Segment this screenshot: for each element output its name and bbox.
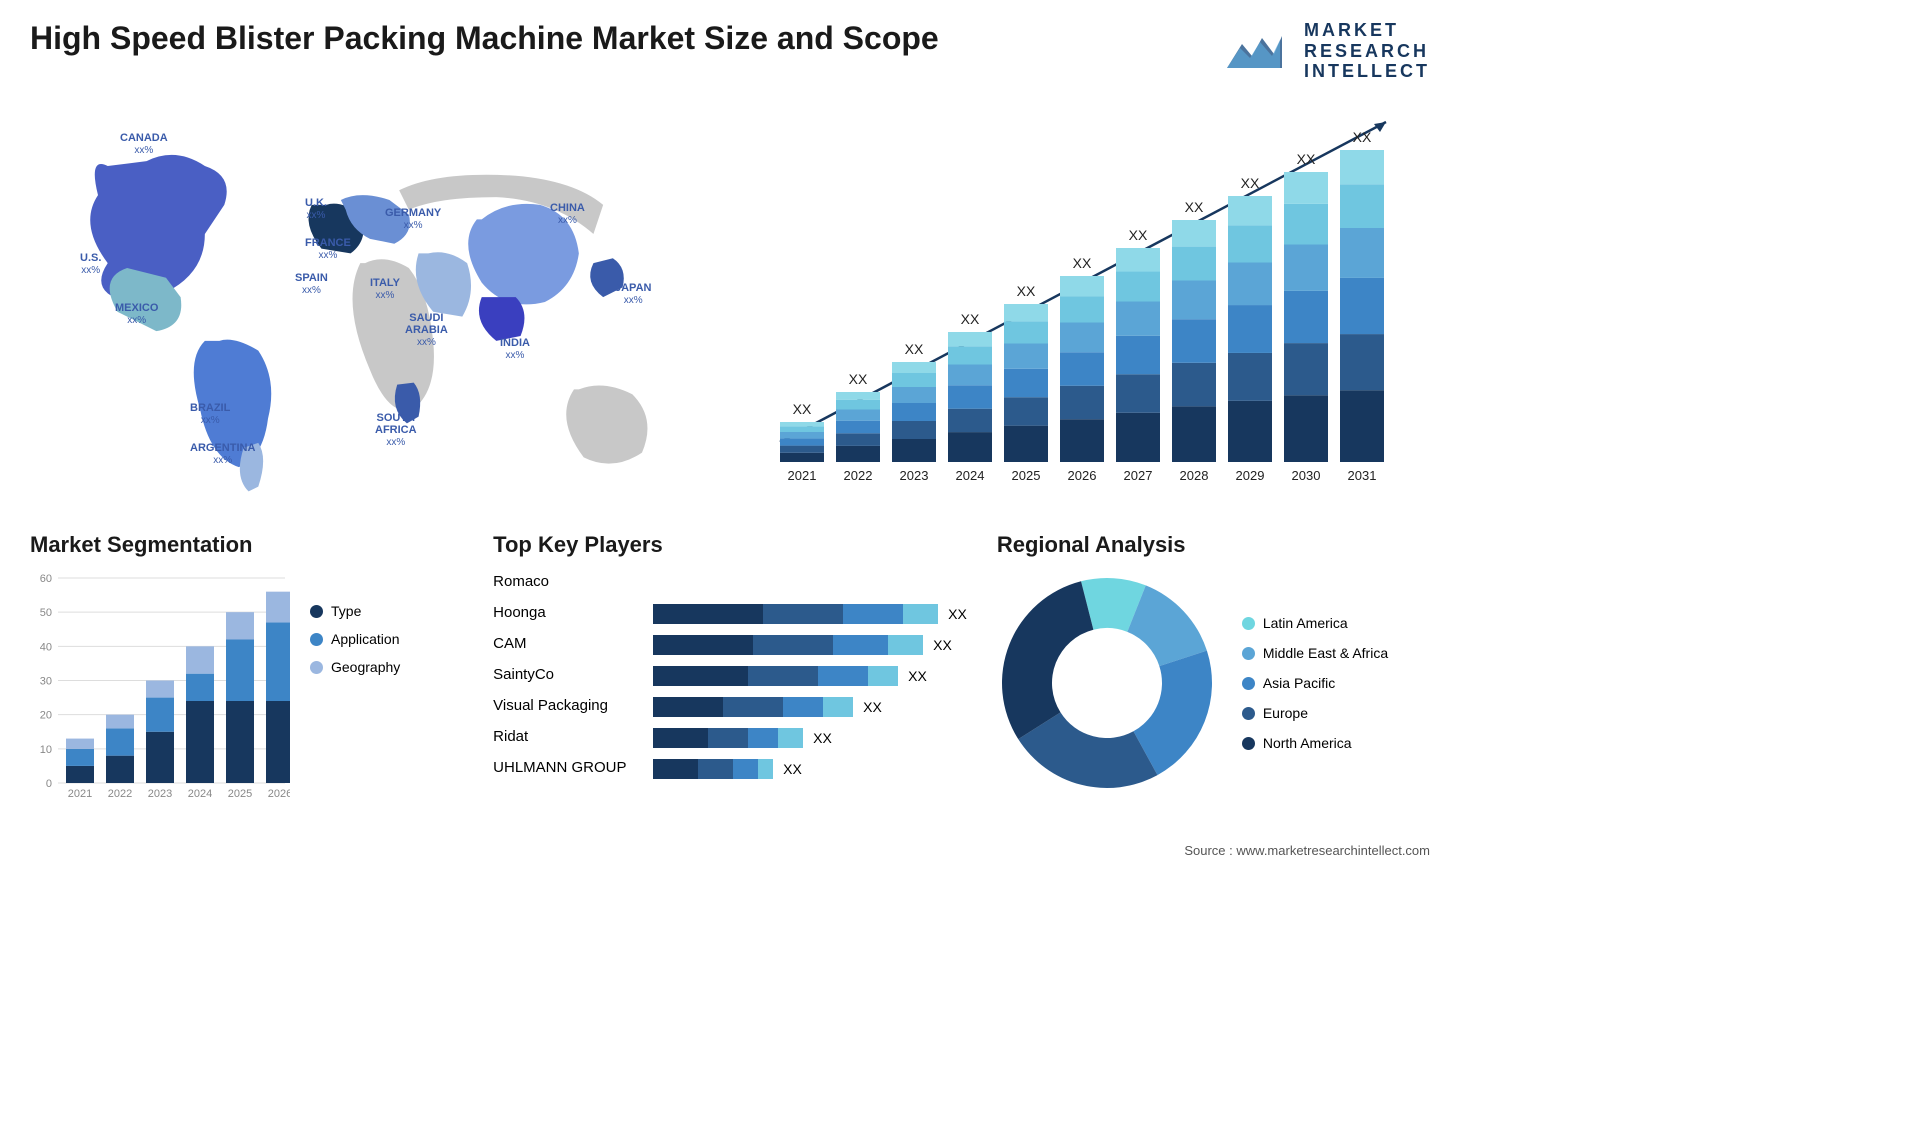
page-title: High Speed Blister Packing Machine Marke…: [30, 20, 939, 57]
player-bars: XX XX XX XX XX XX: [653, 573, 967, 779]
svg-text:10: 10: [40, 744, 52, 756]
segmentation-chart: 0 10 20 30 40 50 60 2021 2022 2023 2024 2025 2026: [30, 573, 290, 803]
players-title: Top Key Players: [493, 532, 967, 558]
map-label: SOUTHAFRICAxx%: [375, 412, 417, 448]
svg-text:XX: XX: [793, 401, 812, 417]
player-name: Visual Packaging: [493, 697, 633, 717]
svg-text:50: 50: [40, 607, 52, 619]
svg-text:0: 0: [46, 778, 52, 790]
player-value: XX: [948, 606, 967, 622]
svg-text:2027: 2027: [1124, 468, 1153, 483]
regional-donut: [997, 573, 1217, 793]
segmentation-panel: Market Segmentation 0 10 20 30 40 50 60 2021 202…: [30, 532, 463, 803]
svg-text:2024: 2024: [956, 468, 985, 483]
svg-text:20: 20: [40, 710, 52, 722]
svg-text:XX: XX: [1241, 175, 1260, 191]
player-name: UHLMANN GROUP: [493, 759, 633, 779]
svg-text:XX: XX: [1297, 151, 1316, 167]
map-label: GERMANYxx%: [385, 207, 441, 231]
player-bar-row: XX: [653, 697, 967, 717]
svg-text:XX: XX: [1185, 199, 1204, 215]
map-label: U.K.xx%: [305, 197, 327, 221]
logo-icon: [1222, 26, 1292, 76]
player-value: XX: [908, 668, 927, 684]
map-label: JAPANxx%: [615, 282, 651, 306]
legend-item: Application: [310, 631, 400, 647]
player-names: Romaco Hoonga CAM SaintyCo Visual Packaging R…: [493, 573, 633, 779]
svg-text:2021: 2021: [68, 788, 92, 800]
legend-item: Asia Pacific: [1242, 675, 1388, 691]
legend-item: Geography: [310, 659, 400, 675]
regional-legend: Latin America Middle East & Africa Asia Pa…: [1242, 615, 1388, 751]
svg-text:XX: XX: [1353, 129, 1372, 145]
svg-text:2031: 2031: [1348, 468, 1377, 483]
svg-text:2026: 2026: [268, 788, 290, 800]
legend-item: Latin America: [1242, 615, 1388, 631]
legend-item: Europe: [1242, 705, 1388, 721]
map-label: FRANCExx%: [305, 237, 351, 261]
svg-text:2028: 2028: [1180, 468, 1209, 483]
map-label: SAUDIARABIAxx%: [405, 312, 448, 348]
player-value: XX: [783, 761, 802, 777]
svg-text:XX: XX: [1073, 255, 1092, 271]
svg-text:40: 40: [40, 641, 52, 653]
player-bar-row: XX: [653, 666, 967, 686]
player-bar-row: XX: [653, 759, 967, 779]
player-name: SaintyCo: [493, 666, 633, 686]
player-name: Romaco: [493, 573, 633, 593]
map-label: CHINAxx%: [550, 202, 585, 226]
svg-text:2025: 2025: [228, 788, 252, 800]
player-value: XX: [863, 699, 882, 715]
world-map: CANADAxx% U.S.xx% MEXICOxx% BRAZILxx% ARGENT…: [30, 102, 710, 502]
svg-text:2022: 2022: [844, 468, 873, 483]
map-label: BRAZILxx%: [190, 402, 230, 426]
svg-text:2023: 2023: [900, 468, 929, 483]
player-bar-row: [653, 573, 967, 593]
player-bar-row: XX: [653, 728, 967, 748]
svg-text:2025: 2025: [1012, 468, 1041, 483]
legend-item: North America: [1242, 735, 1388, 751]
svg-text:30: 30: [40, 676, 52, 688]
regional-panel: Regional Analysis Latin America Middle Ea…: [997, 532, 1430, 803]
map-label: U.S.xx%: [80, 252, 101, 276]
players-panel: Top Key Players Romaco Hoonga CAM SaintyCo V…: [493, 532, 967, 803]
svg-text:XX: XX: [1017, 283, 1036, 299]
map-label: ARGENTINAxx%: [190, 442, 255, 466]
map-label: INDIAxx%: [500, 337, 530, 361]
svg-text:XX: XX: [849, 371, 868, 387]
svg-text:2029: 2029: [1236, 468, 1265, 483]
player-value: XX: [933, 637, 952, 653]
player-bar-row: XX: [653, 604, 967, 624]
player-name: CAM: [493, 635, 633, 655]
svg-text:2030: 2030: [1292, 468, 1321, 483]
svg-text:2022: 2022: [108, 788, 132, 800]
player-value: XX: [813, 730, 832, 746]
player-name: Hoonga: [493, 604, 633, 624]
svg-text:2024: 2024: [188, 788, 212, 800]
regional-title: Regional Analysis: [997, 532, 1430, 558]
legend-item: Type: [310, 603, 400, 619]
svg-text:XX: XX: [905, 341, 924, 357]
svg-text:XX: XX: [961, 311, 980, 327]
segmentation-legend: Type Application Geography: [310, 573, 400, 803]
legend-item: Middle East & Africa: [1242, 645, 1388, 661]
map-label: MEXICOxx%: [115, 302, 158, 326]
logo-line2: RESEARCH: [1304, 41, 1430, 62]
svg-text:2023: 2023: [148, 788, 172, 800]
logo-line3: INTELLECT: [1304, 61, 1430, 82]
svg-text:60: 60: [40, 573, 52, 585]
source-text: Source : www.marketresearchintellect.com: [1184, 843, 1430, 858]
segmentation-title: Market Segmentation: [30, 532, 463, 558]
map-label: ITALYxx%: [370, 277, 400, 301]
svg-text:2026: 2026: [1068, 468, 1097, 483]
map-label: CANADAxx%: [120, 132, 168, 156]
brand-logo: MARKET RESEARCH INTELLECT: [1222, 20, 1430, 82]
growth-chart: XX 2021 XX 2022 XX 2023 XX 2024 XX 2025 XX 2026 XX 20…: [750, 102, 1430, 502]
map-label: SPAINxx%: [295, 272, 328, 296]
player-bar-row: XX: [653, 635, 967, 655]
player-name: Ridat: [493, 728, 633, 748]
svg-text:2021: 2021: [788, 468, 817, 483]
logo-line1: MARKET: [1304, 20, 1430, 41]
svg-text:XX: XX: [1129, 227, 1148, 243]
